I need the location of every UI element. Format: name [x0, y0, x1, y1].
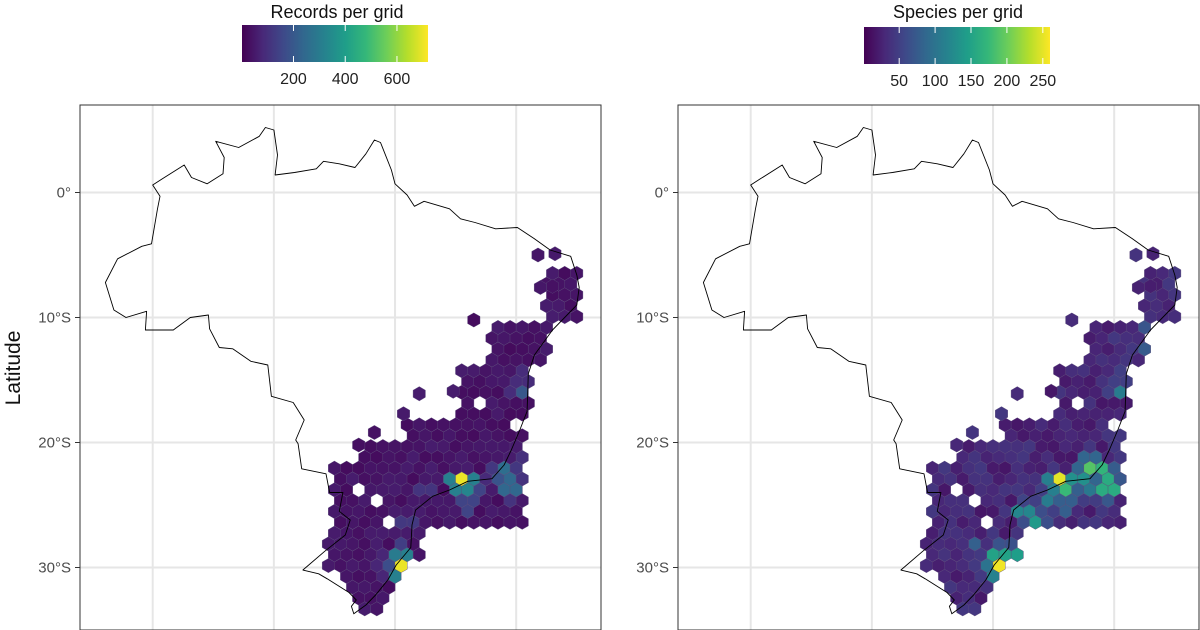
- y-tick-label: 20°S: [636, 435, 669, 452]
- panel-border: [677, 104, 1200, 630]
- hex-cell: [1044, 383, 1058, 399]
- y-axis-ticks: 0° 10°S 20°S 30°S: [636, 185, 678, 577]
- colorbar-tick-label: 250: [1029, 73, 1056, 90]
- colorbar-tick-label: 150: [958, 73, 985, 90]
- y-tick-label: 10°S: [636, 310, 669, 327]
- hex-grid: [322, 246, 584, 617]
- hex-cell: [1129, 247, 1143, 263]
- hex-cell: [1131, 280, 1145, 295]
- colorbar-tick-label: 400: [332, 71, 359, 88]
- y-tick-label: 30°S: [38, 560, 71, 577]
- hex-cell: [1146, 246, 1160, 262]
- hex-cell: [1113, 406, 1127, 422]
- hex-cell: [1065, 312, 1079, 328]
- hex-cell: [534, 280, 547, 295]
- y-tick-label: 10°S: [38, 310, 71, 327]
- colorbar-tick-label: 200: [280, 71, 307, 88]
- hex-cell: [515, 406, 529, 422]
- hex-cell: [370, 601, 384, 617]
- hex-cell: [1113, 514, 1127, 530]
- hex-cell: [570, 309, 584, 325]
- brazil-outline: [104, 127, 580, 615]
- hex-cell: [1010, 386, 1024, 402]
- hex-cell: [467, 312, 481, 328]
- legend-title: Records per grid: [270, 2, 403, 22]
- hex-cell: [966, 425, 979, 440]
- hex-cell: [515, 514, 529, 530]
- hex-cell: [1010, 547, 1024, 563]
- legend-records: Records per grid 200 400 600: [242, 2, 428, 88]
- legend-title: Species per grid: [893, 2, 1023, 22]
- hex-cell: [412, 547, 426, 563]
- colorbar-tick-label: 100: [922, 73, 949, 90]
- hex-cell: [968, 601, 982, 617]
- hex-cell: [1168, 309, 1182, 325]
- y-tick-label: 20°S: [38, 435, 71, 452]
- hex-cell: [352, 437, 366, 453]
- hex-cell: [412, 386, 426, 402]
- colorbar-ticks: 200 400 600: [280, 25, 410, 88]
- hex-grid: [920, 246, 1182, 617]
- y-axis-ticks: 0° 10°S 20°S 30°S: [38, 185, 80, 577]
- map-panel-species: 0° 10°S 20°S 30°S: [636, 104, 1200, 630]
- colorbar: [242, 25, 428, 62]
- hex-cell: [397, 406, 410, 422]
- map-panel-records: 0° 10°S 20°S 30°S: [38, 104, 602, 630]
- colorbar-tick-label: 600: [384, 71, 411, 88]
- colorbar: [864, 27, 1050, 64]
- legend-species: Species per grid 50 100 150 200 250: [864, 2, 1056, 90]
- hex-cell: [446, 383, 460, 399]
- y-tick-label: 30°S: [636, 560, 669, 577]
- hex-cell: [368, 425, 381, 440]
- hex-cell: [531, 247, 545, 263]
- hex-cell: [1144, 278, 1157, 294]
- colorbar-ticks: 50 100 150 200 250: [890, 27, 1056, 90]
- y-axis-title: Latitude: [2, 331, 25, 406]
- y-tick-label: 0°: [57, 185, 71, 202]
- y-tick-label: 0°: [655, 185, 669, 202]
- panel-border: [79, 104, 602, 630]
- colorbar-tick-label: 50: [890, 73, 908, 90]
- hex-cell: [995, 406, 1008, 422]
- hex-cell: [548, 246, 562, 262]
- brazil-outline: [702, 127, 1178, 615]
- hex-cell: [950, 437, 964, 453]
- hex-cell: [546, 278, 559, 294]
- colorbar-tick-label: 200: [994, 73, 1021, 90]
